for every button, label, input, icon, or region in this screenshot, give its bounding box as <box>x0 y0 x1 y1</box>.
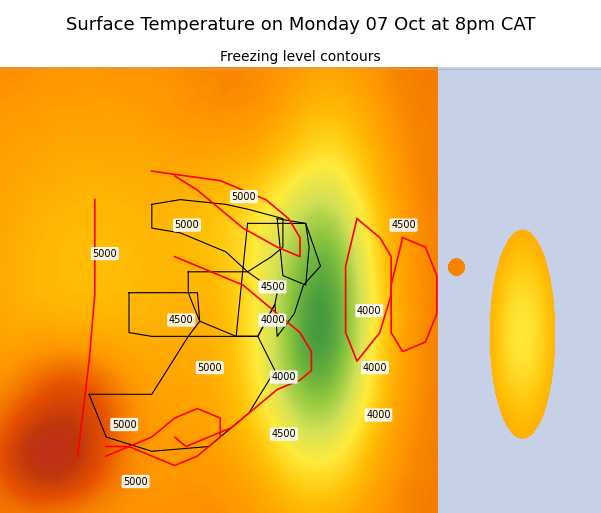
Text: 5000: 5000 <box>112 420 136 429</box>
Text: 4000: 4000 <box>357 306 382 315</box>
Text: 5000: 5000 <box>197 363 222 372</box>
Text: 5000: 5000 <box>175 220 199 230</box>
Text: 4500: 4500 <box>272 429 296 439</box>
Text: 5000: 5000 <box>93 249 117 259</box>
Text: 4000: 4000 <box>362 363 387 372</box>
Text: 4500: 4500 <box>169 315 194 325</box>
Text: 4500: 4500 <box>260 282 285 292</box>
Text: 4000: 4000 <box>366 410 391 420</box>
Text: 4000: 4000 <box>272 372 296 382</box>
Text: Surface Temperature on Monday 07 Oct at 8pm CAT: Surface Temperature on Monday 07 Oct at … <box>66 16 535 34</box>
Text: 4500: 4500 <box>391 220 416 230</box>
Text: 4000: 4000 <box>260 315 285 325</box>
Text: 5000: 5000 <box>123 477 148 486</box>
Text: 5000: 5000 <box>231 192 256 202</box>
Text: Freezing level contours: Freezing level contours <box>220 50 381 65</box>
